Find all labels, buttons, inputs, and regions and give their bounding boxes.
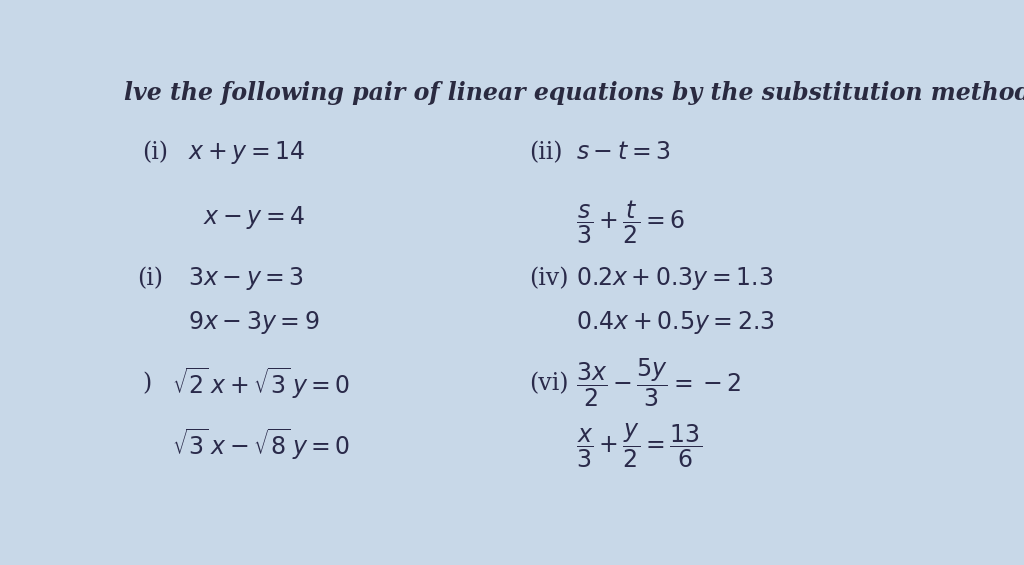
Text: $\dfrac{3x}{2} - \dfrac{5y}{3} = -2$: $\dfrac{3x}{2} - \dfrac{5y}{3} = -2$ bbox=[577, 357, 742, 410]
Text: $x - y = 4$: $x - y = 4$ bbox=[204, 205, 305, 232]
Text: $3x - y = 3$: $3x - y = 3$ bbox=[187, 266, 304, 292]
Text: (i): (i) bbox=[137, 267, 164, 290]
Text: $s - t = 3$: $s - t = 3$ bbox=[577, 141, 671, 164]
Text: $x + y = 14$: $x + y = 14$ bbox=[187, 139, 305, 166]
Text: $\dfrac{x}{3} + \dfrac{y}{2} = \dfrac{13}{6}$: $\dfrac{x}{3} + \dfrac{y}{2} = \dfrac{13… bbox=[577, 422, 702, 471]
Text: (iv): (iv) bbox=[528, 267, 568, 290]
Text: $\sqrt{2}\,x + \sqrt{3}\,y = 0$: $\sqrt{2}\,x + \sqrt{3}\,y = 0$ bbox=[172, 366, 350, 401]
Text: $\dfrac{s}{3} + \dfrac{t}{2} = 6$: $\dfrac{s}{3} + \dfrac{t}{2} = 6$ bbox=[577, 198, 686, 246]
Text: $\sqrt{3}\,x - \sqrt{8}\,y = 0$: $\sqrt{3}\,x - \sqrt{8}\,y = 0$ bbox=[172, 427, 350, 462]
Text: $0.4x + 0.5y = 2.3$: $0.4x + 0.5y = 2.3$ bbox=[577, 309, 775, 336]
Text: $9x - 3y = 9$: $9x - 3y = 9$ bbox=[187, 309, 318, 336]
Text: (ii): (ii) bbox=[528, 141, 562, 164]
Text: ): ) bbox=[142, 372, 152, 395]
Text: lve the following pair of linear equations by the substitution method.: lve the following pair of linear equatio… bbox=[124, 81, 1024, 105]
Text: (i): (i) bbox=[142, 141, 168, 164]
Text: (vi): (vi) bbox=[528, 372, 568, 395]
Text: $0.2x + 0.3y = 1.3$: $0.2x + 0.3y = 1.3$ bbox=[577, 266, 774, 292]
